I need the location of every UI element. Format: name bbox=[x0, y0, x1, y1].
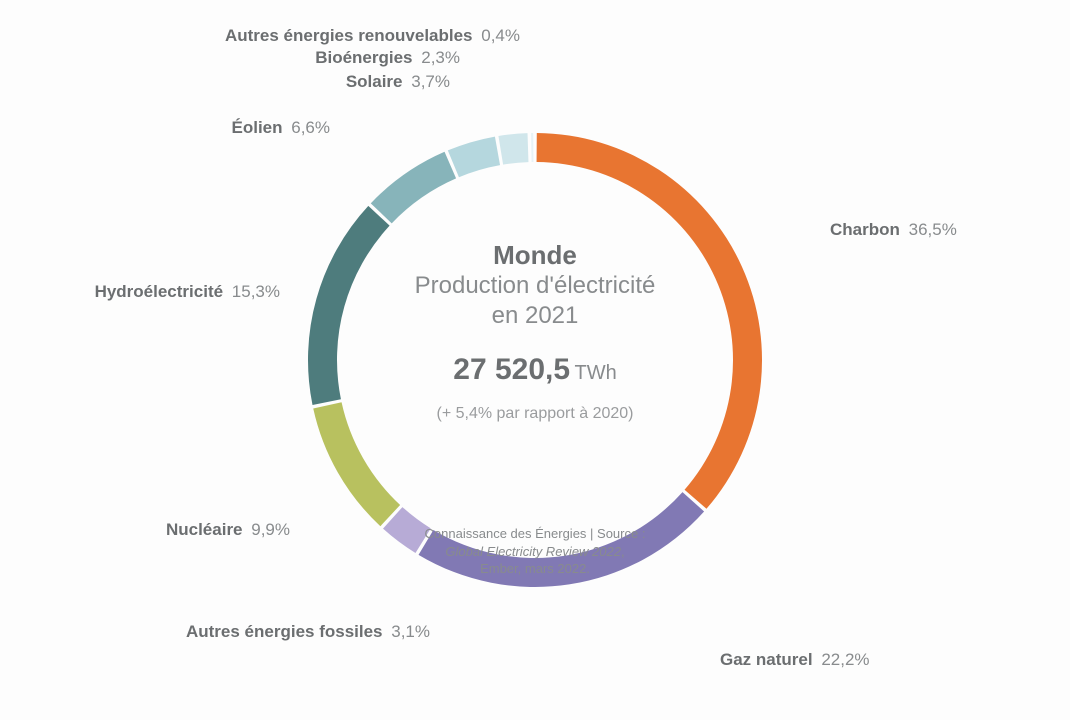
slice-label-4: Hydroélectricité 15,3% bbox=[95, 282, 280, 302]
center-title-block: Monde Production d'électricité en 2021 2… bbox=[355, 240, 715, 423]
slice-label-0: Charbon 36,5% bbox=[830, 220, 957, 240]
source-line-3: Ember, mars 2022. bbox=[355, 560, 715, 578]
slice-label-name-0: Charbon bbox=[830, 220, 900, 239]
slice-label-value-6: 3,7% bbox=[407, 72, 450, 91]
slice-label-value-1: 22,2% bbox=[817, 650, 870, 669]
slice-label-name-3: Nucléaire bbox=[166, 520, 243, 539]
slice-5 bbox=[371, 152, 456, 224]
slice-label-name-2: Autres énergies fossiles bbox=[186, 622, 383, 641]
slice-label-2: Autres énergies fossiles 3,1% bbox=[186, 622, 430, 642]
slice-8 bbox=[531, 133, 533, 162]
slice-label-7: Bioénergies 2,3% bbox=[315, 48, 460, 68]
slice-label-1: Gaz naturel 22,2% bbox=[720, 650, 870, 670]
slice-7 bbox=[498, 133, 528, 164]
slice-label-name-6: Solaire bbox=[346, 72, 403, 91]
slice-6 bbox=[448, 137, 500, 178]
source-line-1: Connaissance des Énergies | Source : bbox=[355, 525, 715, 543]
center-subtitle-1: Production d'électricité bbox=[355, 271, 715, 301]
source-block: Connaissance des Énergies | Source : Glo… bbox=[355, 525, 715, 578]
slice-label-name-4: Hydroélectricité bbox=[95, 282, 224, 301]
center-delta: (+ 5,4% par rapport à 2020) bbox=[355, 405, 715, 423]
center-value: 27 520,5 bbox=[453, 353, 570, 386]
donut-chart: Monde Production d'électricité en 2021 2… bbox=[0, 0, 1070, 720]
slice-label-value-7: 2,3% bbox=[417, 48, 460, 67]
slice-label-value-8: 0,4% bbox=[477, 26, 520, 45]
slice-label-5: Éolien 6,6% bbox=[232, 118, 331, 138]
slice-label-name-7: Bioénergies bbox=[315, 48, 412, 67]
source-line-2: Global Electricity Review 2022, bbox=[355, 543, 715, 561]
center-value-row: 27 520,5 TWh bbox=[355, 353, 715, 387]
center-subtitle-2: en 2021 bbox=[355, 301, 715, 331]
slice-label-name-5: Éolien bbox=[232, 118, 283, 137]
slice-label-value-4: 15,3% bbox=[227, 282, 280, 301]
slice-label-8: Autres énergies renouvelables 0,4% bbox=[225, 26, 520, 46]
slice-label-name-1: Gaz naturel bbox=[720, 650, 813, 669]
slice-label-value-0: 36,5% bbox=[904, 220, 957, 239]
center-title: Monde bbox=[355, 240, 715, 271]
slice-label-6: Solaire 3,7% bbox=[346, 72, 450, 92]
slice-label-name-8: Autres énergies renouvelables bbox=[225, 26, 473, 45]
slice-label-value-3: 9,9% bbox=[247, 520, 290, 539]
slice-label-value-5: 6,6% bbox=[287, 118, 330, 137]
slice-label-3: Nucléaire 9,9% bbox=[166, 520, 290, 540]
center-unit: TWh bbox=[575, 362, 617, 384]
slice-label-value-2: 3,1% bbox=[387, 622, 430, 641]
